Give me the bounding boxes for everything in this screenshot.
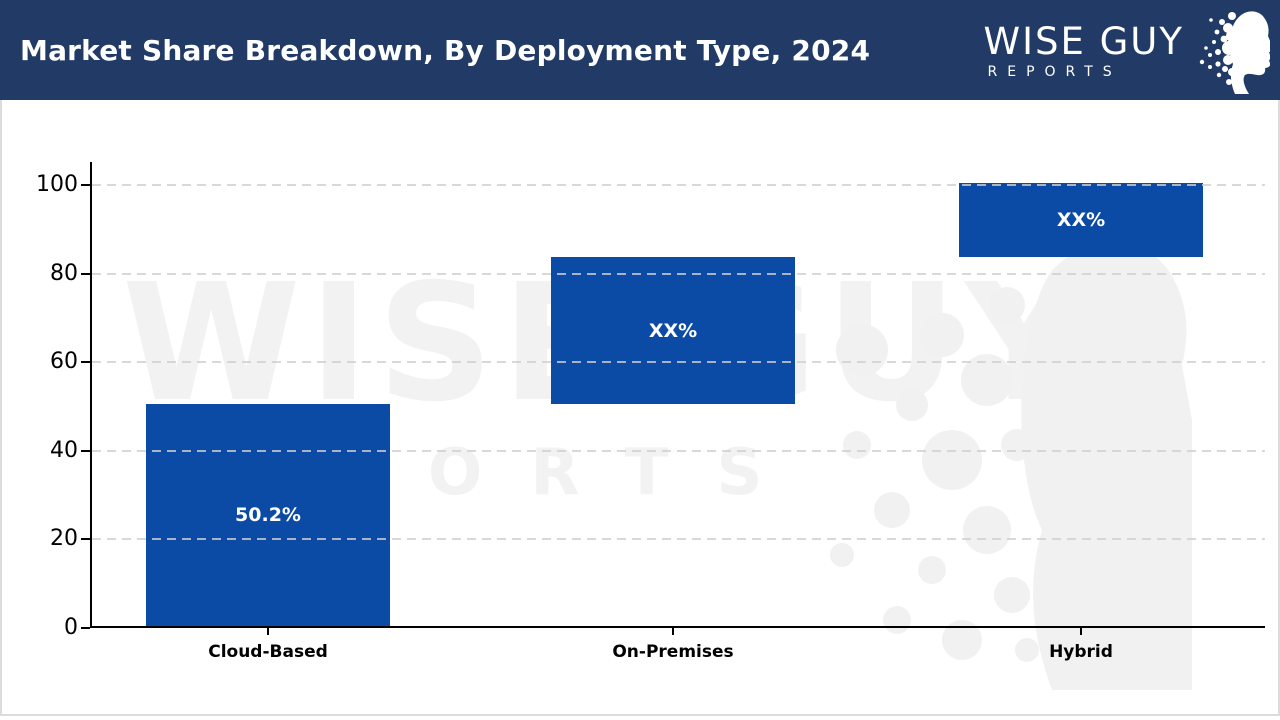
y-tick-mark (81, 627, 90, 629)
gridline-100 (92, 184, 1265, 187)
bar-value-label: XX% (1056, 209, 1106, 232)
y-tick-label: 20 (50, 526, 78, 552)
header-bar: Market Share Breakdown, By Deployment Ty… (0, 0, 1280, 100)
gridline-20 (92, 538, 1265, 541)
logo-head-icon (1199, 11, 1270, 94)
y-tick-label: 100 (36, 172, 78, 198)
bar-value-label: XX% (648, 319, 698, 342)
x-tick-mark (1080, 628, 1082, 635)
y-tick-mark (81, 449, 90, 452)
y-tick-label: 0 (64, 615, 78, 640)
bar-value-label: 50.2% (235, 503, 301, 526)
x-axis-label-hybrid: Hybrid (1049, 642, 1113, 662)
x-tick-mark (267, 628, 269, 635)
plot-area: 0 20 40 60 80 100 50.2% Cloud-Based XX% On-Premis… (36, 162, 1265, 662)
gridline-80 (92, 272, 1265, 275)
logo-subtitle: REPORTS (987, 64, 1122, 80)
x-axis-label-cloud-based: Cloud-Based (208, 642, 328, 662)
wise-guy-reports-logo: WISE GUY REPORTS (984, 8, 1270, 94)
gridline-60 (92, 361, 1265, 364)
gridline-40 (92, 449, 1265, 452)
y-tick-mark (81, 361, 90, 364)
logo-wordmark: WISE GUY (983, 20, 1184, 63)
y-tick-mark (81, 272, 90, 275)
x-axis-label-on-premises: On-Premises (612, 642, 734, 662)
x-tick-mark (672, 628, 674, 635)
bar-hybrid (959, 183, 1203, 258)
bar-cloud-based (146, 403, 390, 626)
logo-text: WISE GUY REPORTS (983, 20, 1184, 81)
chart-title: Market Share Breakdown, By Deployment Ty… (20, 33, 871, 67)
bar-on-premises (551, 257, 795, 404)
y-tick-label: 40 (50, 437, 78, 463)
chart-canvas: WISE GUY REPORTS 0 20 40 60 80 100 50.2% Cloud-… (0, 100, 1280, 716)
y-tick-label: 80 (50, 260, 78, 286)
y-tick-label: 60 (50, 349, 78, 375)
y-tick-mark (81, 184, 90, 187)
y-tick-mark (81, 538, 90, 541)
